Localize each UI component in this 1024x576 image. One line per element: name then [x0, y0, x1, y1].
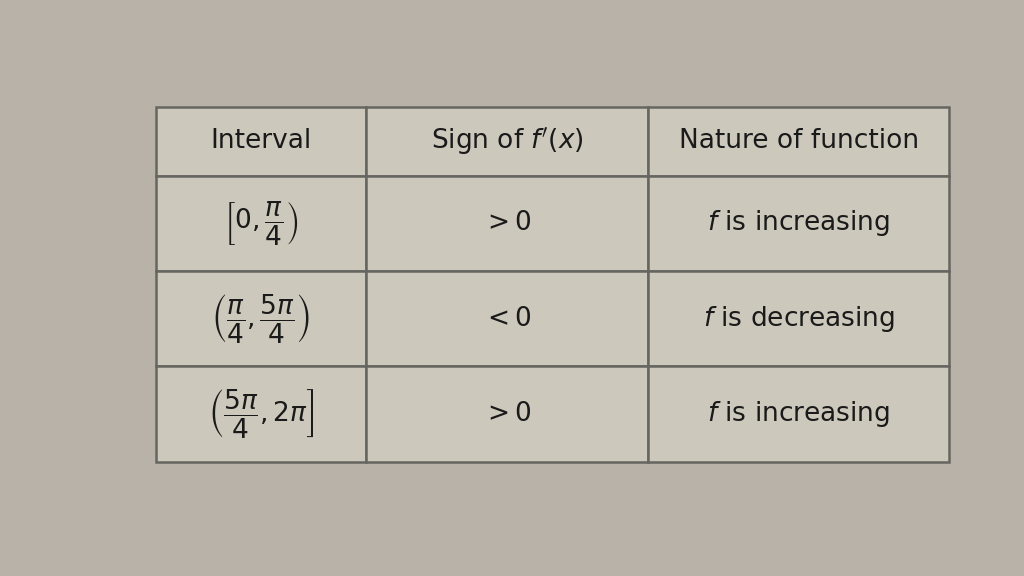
Text: $>0$: $>0$ [482, 210, 531, 236]
Bar [648, 271, 949, 366]
Bar [156, 271, 367, 366]
Bar [156, 366, 367, 461]
Text: $\left[0,\dfrac{\pi}{4}\right)$: $\left[0,\dfrac{\pi}{4}\right)$ [224, 199, 298, 247]
Text: $f$ is increasing: $f$ is increasing [707, 399, 890, 429]
Bar [367, 366, 648, 461]
Bar [156, 176, 367, 271]
Text: $>0$: $>0$ [482, 401, 531, 427]
Text: $f$ is increasing: $f$ is increasing [707, 209, 890, 238]
Text: $f$ is decreasing: $f$ is decreasing [702, 304, 895, 334]
Bar [156, 107, 367, 176]
Text: Interval: Interval [210, 128, 311, 154]
Bar [367, 271, 648, 366]
Text: $<0$: $<0$ [482, 306, 531, 332]
Bar [367, 176, 648, 271]
Bar [648, 366, 949, 461]
Text: Sign of $f'(x)$: Sign of $f'(x)$ [431, 125, 584, 157]
Text: Nature of function: Nature of function [679, 128, 919, 154]
Bar [648, 107, 949, 176]
Text: $\left(\dfrac{5\pi}{4},2\pi\right]$: $\left(\dfrac{5\pi}{4},2\pi\right]$ [208, 388, 314, 441]
Bar [367, 107, 648, 176]
Text: $\left(\dfrac{\pi}{4},\dfrac{5\pi}{4}\right)$: $\left(\dfrac{\pi}{4},\dfrac{5\pi}{4}\ri… [211, 292, 310, 345]
Bar [648, 176, 949, 271]
